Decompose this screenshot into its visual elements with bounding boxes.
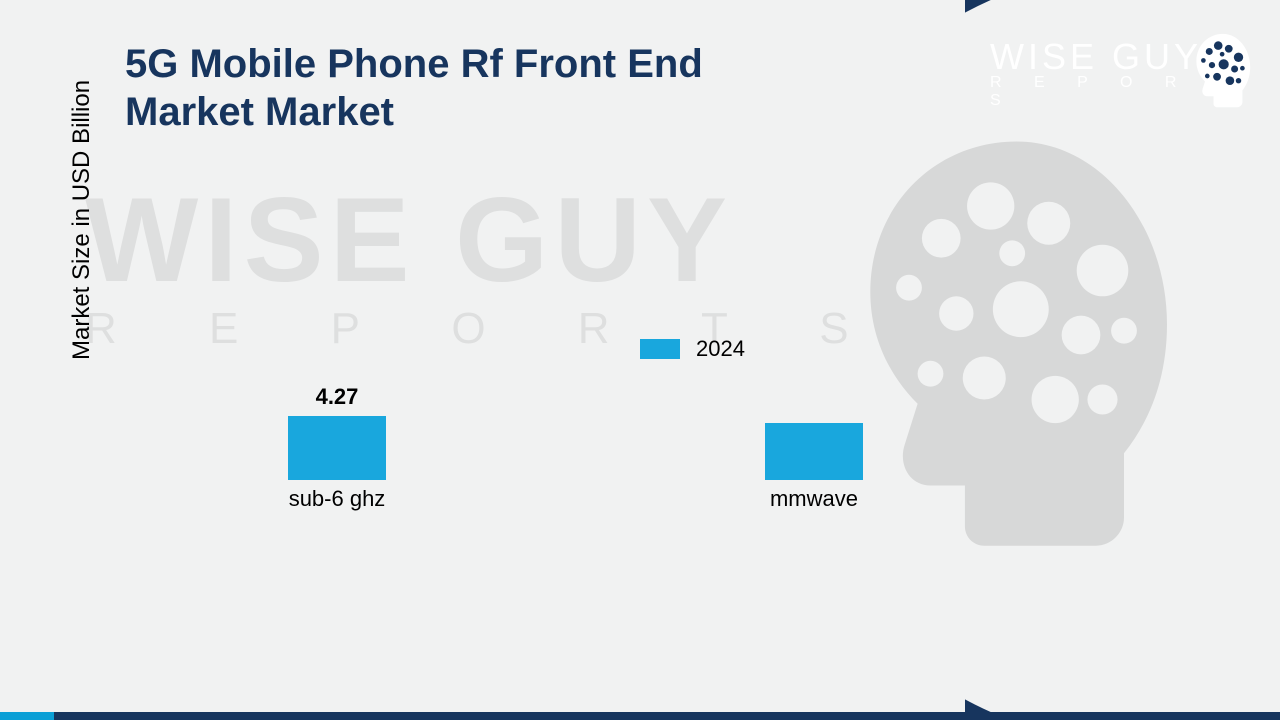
bar: [765, 423, 863, 480]
bar-category-label: mmwave: [705, 486, 923, 512]
bar-value-label: 4.27: [278, 384, 396, 410]
bar-category-label: sub-6 ghz: [228, 486, 446, 512]
bottom-border-accent: [0, 712, 54, 720]
chart-title: 5G Mobile Phone Rf Front End Market Mark…: [125, 40, 765, 136]
bottom-border: [0, 712, 1280, 720]
plot-area: 4.27sub-6 ghzmmwave: [110, 150, 910, 620]
canvas: WISE GUY R E P O R T S 5G Mobile Phone R…: [0, 0, 1280, 720]
brand-logo: WISE GUY R E P O R T S: [990, 36, 1250, 126]
y-axis-label: Market Size in USD Billion: [68, 80, 96, 360]
bar: [288, 416, 386, 480]
logo-head-icon: [1180, 30, 1258, 108]
